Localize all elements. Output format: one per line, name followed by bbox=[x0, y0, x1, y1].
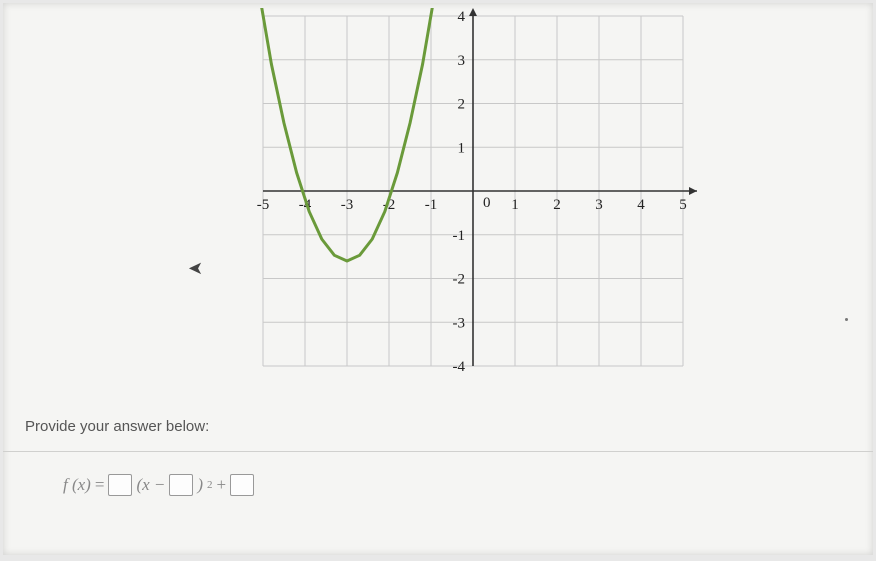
exponent-text: 2 bbox=[207, 479, 213, 491]
svg-text:-3: -3 bbox=[341, 197, 354, 213]
svg-text:3: 3 bbox=[458, 53, 466, 69]
svg-text:-4: -4 bbox=[453, 359, 466, 375]
svg-text:1: 1 bbox=[511, 197, 519, 213]
open-paren-text: (x − bbox=[136, 475, 165, 495]
close-paren-text: ) bbox=[197, 475, 203, 495]
question-panel: -5-4-3-2-1012345-4-3-2-11234 ➤ Provide y… bbox=[3, 3, 873, 555]
svg-text:2: 2 bbox=[458, 97, 466, 113]
svg-text:4: 4 bbox=[458, 9, 466, 25]
prompt-label: Provide your answer below: bbox=[3, 418, 873, 445]
plus-sign: + bbox=[217, 475, 227, 495]
vertex-k-input[interactable] bbox=[230, 474, 254, 496]
coefficient-a-input[interactable] bbox=[108, 474, 132, 496]
answer-section: Provide your answer below: f (x) = (x − … bbox=[3, 418, 873, 496]
svg-text:5: 5 bbox=[679, 197, 687, 213]
parabola-graph: -5-4-3-2-1012345-4-3-2-11234 bbox=[253, 8, 713, 378]
svg-text:3: 3 bbox=[595, 197, 603, 213]
vertex-h-input[interactable] bbox=[169, 474, 193, 496]
svg-text:-1: -1 bbox=[425, 197, 438, 213]
svg-text:0: 0 bbox=[483, 195, 491, 211]
divider bbox=[3, 451, 873, 452]
equals-sign: = bbox=[95, 475, 105, 495]
svg-text:2: 2 bbox=[553, 197, 561, 213]
equation-lhs: f (x) bbox=[63, 475, 91, 495]
svg-text:4: 4 bbox=[637, 197, 645, 213]
svg-text:-3: -3 bbox=[453, 315, 466, 331]
equation-template: f (x) = (x − ) 2 + bbox=[3, 474, 873, 496]
svg-text:-2: -2 bbox=[453, 272, 466, 288]
svg-text:-5: -5 bbox=[257, 197, 270, 213]
svg-text:-1: -1 bbox=[453, 228, 466, 244]
svg-text:1: 1 bbox=[458, 140, 466, 156]
speck bbox=[845, 318, 848, 321]
cursor-icon: ➤ bbox=[188, 258, 203, 279]
graph-container: -5-4-3-2-1012345-4-3-2-11234 bbox=[253, 8, 713, 378]
